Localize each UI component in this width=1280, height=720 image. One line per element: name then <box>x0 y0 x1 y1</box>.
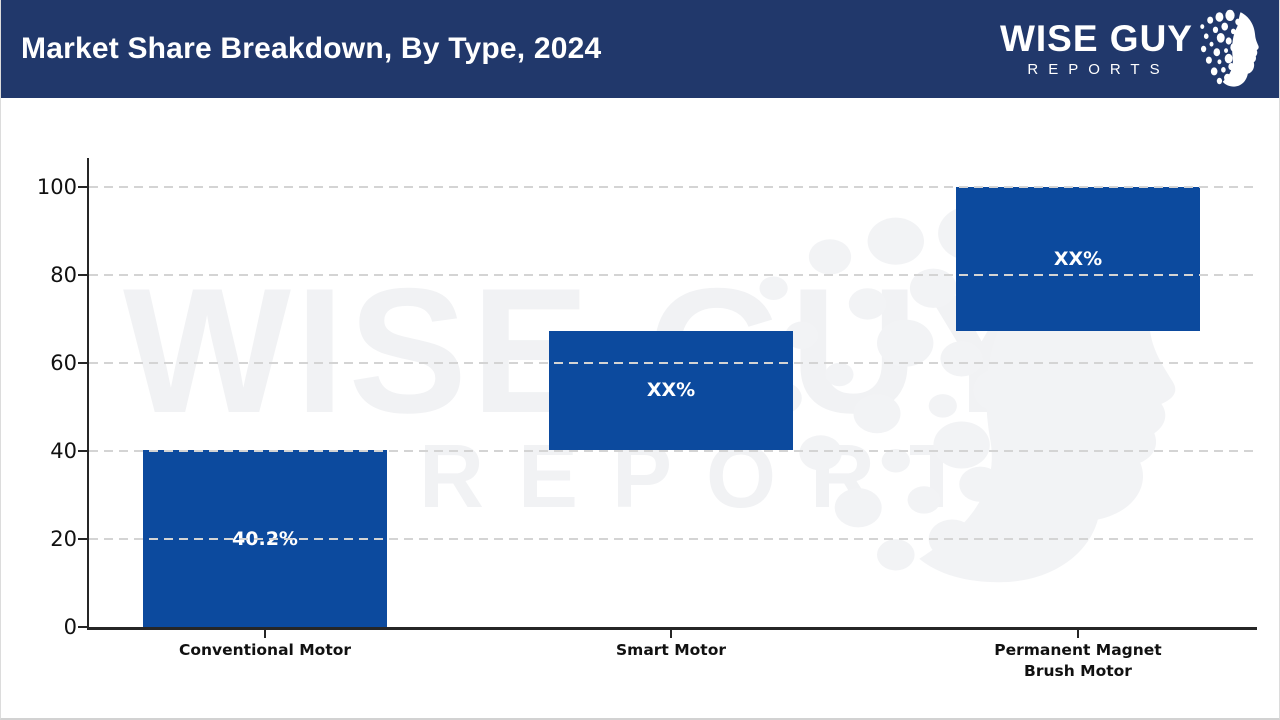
gridline-y80 <box>89 274 1254 276</box>
brand-logo: WISE GUY REPORTS <box>1000 9 1263 89</box>
x-tick-mark <box>264 630 266 638</box>
y-tick-label: 80 <box>50 263 77 287</box>
y-axis <box>87 158 89 630</box>
y-tick-mark <box>78 274 87 276</box>
bar-value-label: XX% <box>646 379 696 402</box>
brand-name: WISE GUY <box>999 18 1193 59</box>
gridline-y60 <box>89 362 1254 364</box>
y-tick-mark <box>78 186 87 188</box>
chart-title: Market Share Breakdown, By Type, 2024 <box>21 32 602 65</box>
x-category-label: Permanent Magnet Brush Motor <box>994 641 1162 680</box>
x-category-label: Conventional Motor <box>178 641 352 659</box>
y-tick-mark <box>78 450 87 452</box>
x-category-label: Smart Motor <box>616 641 726 659</box>
y-tick-mark <box>78 626 87 628</box>
gridline-y40 <box>89 450 1254 452</box>
header-bar: Market Share Breakdown, By Type, 2024 WI… <box>1 0 1279 98</box>
bar-2: XX% <box>549 330 793 451</box>
x-axis <box>87 627 1257 630</box>
y-tick-label: 40 <box>50 439 77 463</box>
x-tick-mark <box>1077 630 1079 638</box>
y-tick-label: 100 <box>36 175 77 199</box>
y-tick-mark <box>78 362 87 364</box>
y-tick-mark <box>78 538 87 540</box>
x-tick-mark <box>670 630 672 638</box>
y-tick-label: 0 <box>63 615 77 639</box>
bar-value-label: XX% <box>1053 247 1103 270</box>
gridline-y100 <box>89 186 1254 188</box>
brand-subtitle: REPORTS <box>1027 61 1170 78</box>
bar-3: XX% <box>956 187 1200 331</box>
brand-text: WISE GUY REPORTS <box>999 18 1193 79</box>
y-tick-label: 60 <box>50 351 77 375</box>
y-tick-label: 20 <box>50 527 77 551</box>
gridline-y20 <box>89 538 1254 540</box>
